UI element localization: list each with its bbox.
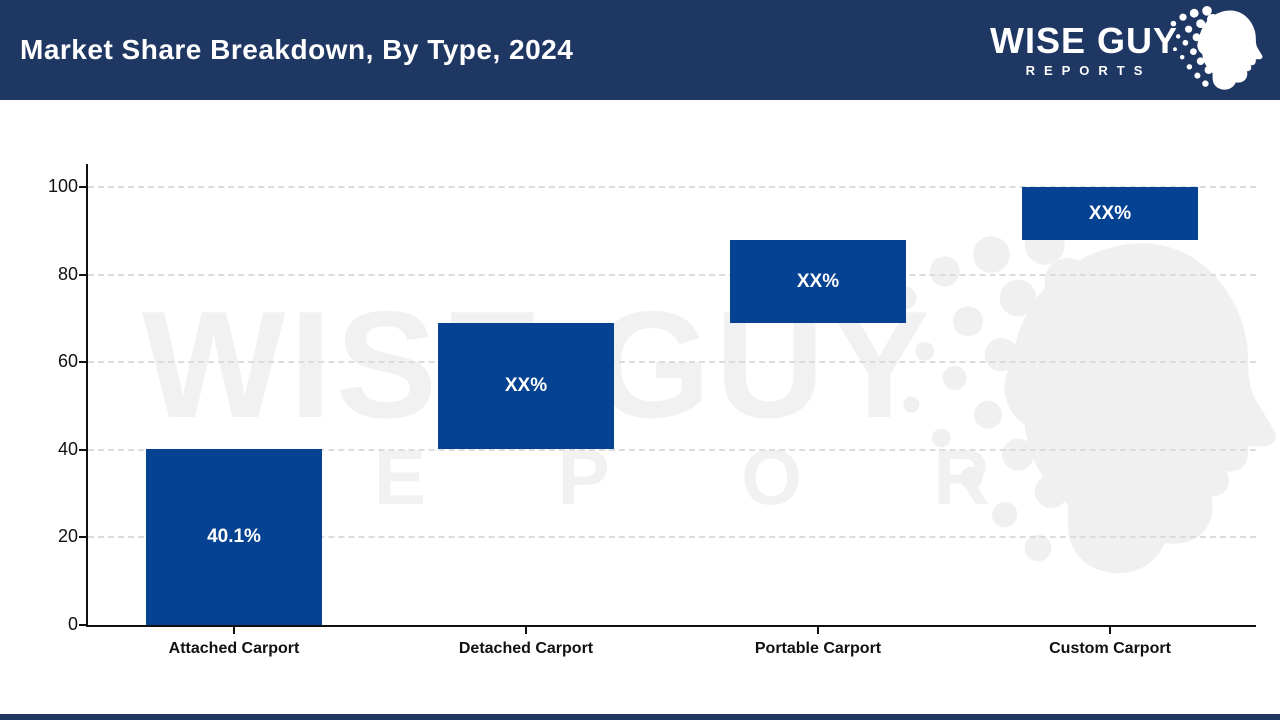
gridline-y-80 <box>88 273 1256 276</box>
y-axis-tick-mark <box>79 624 88 626</box>
brand-name: WISE GUY <box>989 20 1178 61</box>
y-axis-tick-mark <box>79 361 88 364</box>
brand-face-icon <box>1170 6 1263 90</box>
x-axis-category-label: Custom Carport <box>1049 640 1171 657</box>
bar-value-label: XX% <box>1088 202 1132 224</box>
gridline-y-60 <box>88 361 1256 364</box>
y-axis-tick-mark <box>79 448 88 451</box>
y-axis-tick-label: 60 <box>57 351 78 372</box>
y-axis-tick-mark <box>79 536 88 539</box>
x-axis-tick-mark <box>817 627 819 634</box>
y-axis-tick-label: 0 <box>67 614 78 634</box>
brand-subname: REPORTS <box>1025 63 1152 78</box>
bar-value-label: XX% <box>504 375 548 397</box>
gridline-y-40 <box>88 448 1256 451</box>
bar-attached-carport: 40.1% <box>146 449 322 625</box>
gridline-y-100 <box>88 186 1256 188</box>
x-axis-category-label: Detached Carport <box>458 640 594 657</box>
footer-brand-strip <box>0 714 1280 720</box>
y-axis-tick-label: 100 <box>47 176 78 196</box>
header-band: Market Share Breakdown, By Type, 2024 WI… <box>0 0 1280 100</box>
bar-value-label: 40.1% <box>207 526 261 548</box>
bar-portable-carport: XX% <box>730 240 906 324</box>
bar-custom-carport: XX% <box>1022 187 1198 241</box>
brand-logo-text: WISE GUY REPORTS <box>989 20 1178 78</box>
x-axis-category-label: Portable Carport <box>754 640 882 657</box>
bar-detached-carport: XX% <box>438 323 614 450</box>
x-axis-tick-mark <box>1109 627 1111 634</box>
x-axis-tick-mark <box>525 627 527 634</box>
y-axis-line <box>86 164 88 627</box>
y-axis-tick-label: 40 <box>57 438 78 459</box>
page-title: Market Share Breakdown, By Type, 2024 <box>20 34 574 65</box>
y-axis-tick-mark <box>79 273 88 276</box>
y-axis-tick-mark <box>79 186 88 188</box>
gridline-y-20 <box>88 536 1256 539</box>
x-axis-category-label: Attached Carport <box>168 640 300 657</box>
brand-logo: WISE GUY REPORTS <box>990 6 1266 94</box>
y-axis-tick-label: 80 <box>57 263 78 284</box>
x-axis-line <box>86 625 1256 627</box>
bar-value-label: XX% <box>796 270 840 292</box>
x-axis-tick-mark <box>233 627 235 634</box>
y-axis-tick-label: 20 <box>57 526 78 547</box>
